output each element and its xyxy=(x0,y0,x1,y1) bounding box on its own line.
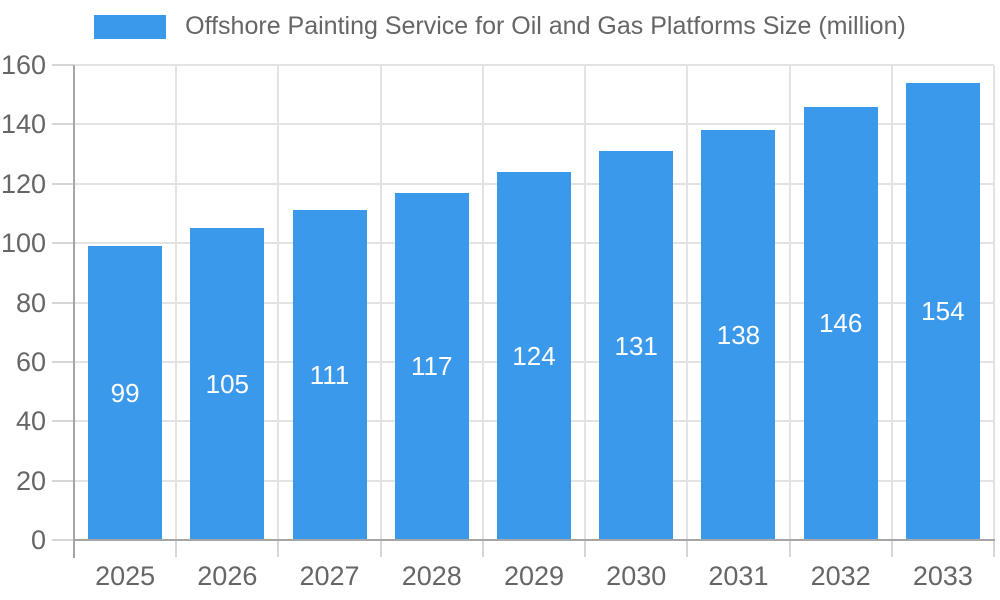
bar-value-label: 154 xyxy=(921,296,965,327)
y-tick-0 xyxy=(52,539,74,541)
x-tick-2029 xyxy=(481,541,484,557)
bar-2032[interactable]: 146 xyxy=(803,106,878,540)
x-tick-2028 xyxy=(379,541,382,557)
gridline-y-140 xyxy=(74,123,994,126)
bar-value-label: 99 xyxy=(110,378,140,409)
gridline-x-4 xyxy=(481,65,484,540)
bar-2027[interactable]: 111 xyxy=(292,210,367,540)
x-axis-label: 2033 xyxy=(912,561,973,591)
bar-value-label: 131 xyxy=(614,330,658,361)
gridline-x-9 xyxy=(993,65,995,540)
x-axis-label: 2031 xyxy=(708,561,769,591)
bar-2026[interactable]: 105 xyxy=(190,228,265,540)
y-tick-80 xyxy=(52,301,74,304)
gridline-x-8 xyxy=(890,65,893,540)
x-axis-label: 2026 xyxy=(197,561,258,591)
y-axis-label: 160 xyxy=(0,50,46,80)
y-axis-label: 140 xyxy=(0,109,46,140)
y-axis-label: 100 xyxy=(0,228,46,259)
y-tick-40 xyxy=(52,420,74,423)
x-axis-line xyxy=(74,539,995,541)
bar-2025[interactable]: 99 xyxy=(88,246,163,540)
gridline-x-5 xyxy=(584,65,587,540)
gridline-x-3 xyxy=(379,65,382,540)
bar-value-label: 138 xyxy=(716,320,761,351)
x-tick-2031 xyxy=(686,541,689,557)
y-axis-label: 80 xyxy=(15,287,46,318)
bar-value-label: 146 xyxy=(818,308,863,339)
x-tick-2030 xyxy=(584,541,587,557)
gridline-x-7 xyxy=(788,65,791,540)
x-axis-label: 2032 xyxy=(810,561,871,591)
x-tick-end xyxy=(993,541,995,557)
y-tick-140 xyxy=(52,123,74,126)
x-tick-2032 xyxy=(788,541,791,557)
bar-2031[interactable]: 138 xyxy=(701,130,776,540)
y-tick-100 xyxy=(52,242,74,245)
bar-2029[interactable]: 124 xyxy=(497,171,571,540)
bar-2030[interactable]: 131 xyxy=(599,151,674,540)
y-tick-20 xyxy=(52,479,74,482)
gridline-y-160 xyxy=(74,64,994,66)
plot-area: 99 105 111 117 124 131 138 146 154 xyxy=(74,64,995,540)
x-tick-2027 xyxy=(277,541,280,557)
y-axis-label: 20 xyxy=(15,465,46,496)
bar-value-label: 117 xyxy=(411,351,453,382)
y-tick-120 xyxy=(52,182,74,185)
x-axis-label: 2028 xyxy=(401,561,462,591)
legend-label: Offshore Painting Service for Oil and Ga… xyxy=(185,12,906,40)
bar-2028[interactable]: 117 xyxy=(394,192,469,540)
x-axis-label: 2029 xyxy=(503,561,565,591)
y-axis-line xyxy=(73,65,75,558)
bar-2033[interactable]: 154 xyxy=(905,82,980,540)
bar-value-label: 124 xyxy=(512,340,556,371)
x-tick-2026 xyxy=(175,541,178,557)
gridline-x-1 xyxy=(175,65,178,540)
y-tick-160 xyxy=(52,64,74,66)
chart-legend[interactable]: Offshore Painting Service for Oil and Ga… xyxy=(0,12,1000,41)
y-axis-label: 60 xyxy=(15,346,46,377)
x-axis-label: 2030 xyxy=(606,561,667,591)
x-tick-2033 xyxy=(890,541,893,557)
y-axis-label: 0 xyxy=(30,525,46,555)
legend-swatch-icon xyxy=(94,14,167,39)
y-axis-label: 120 xyxy=(0,168,46,199)
gridline-x-2 xyxy=(277,65,280,540)
y-axis-label: 40 xyxy=(15,406,46,437)
bar-value-label: 105 xyxy=(205,369,250,400)
bar-value-label: 111 xyxy=(309,360,350,391)
y-tick-60 xyxy=(52,360,74,363)
x-axis-label: 2025 xyxy=(95,561,156,591)
gridline-x-6 xyxy=(686,65,689,540)
x-axis-label: 2027 xyxy=(299,561,360,591)
